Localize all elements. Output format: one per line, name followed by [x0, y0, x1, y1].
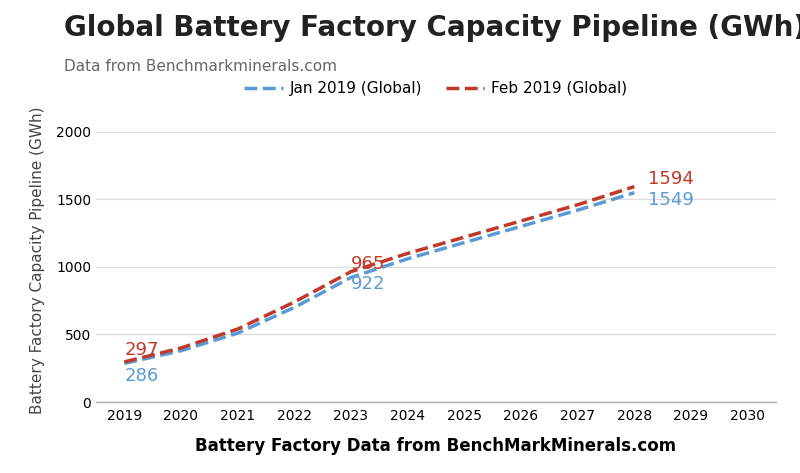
- Text: 1549: 1549: [649, 191, 694, 209]
- Text: 297: 297: [124, 341, 159, 359]
- Text: Data from Benchmarkminerals.com: Data from Benchmarkminerals.com: [64, 59, 337, 74]
- Text: Global Battery Factory Capacity Pipeline (GWh): Global Battery Factory Capacity Pipeline…: [64, 14, 800, 42]
- Legend: Jan 2019 (Global), Feb 2019 (Global): Jan 2019 (Global), Feb 2019 (Global): [238, 75, 634, 102]
- Text: 922: 922: [351, 275, 386, 293]
- Y-axis label: Battery Factory Capacity Pipeline (GWh): Battery Factory Capacity Pipeline (GWh): [30, 106, 45, 414]
- Text: 1594: 1594: [649, 170, 694, 188]
- Text: 286: 286: [124, 368, 158, 385]
- Text: 965: 965: [351, 255, 386, 273]
- X-axis label: Battery Factory Data from BenchMarkMinerals.com: Battery Factory Data from BenchMarkMiner…: [195, 437, 677, 455]
